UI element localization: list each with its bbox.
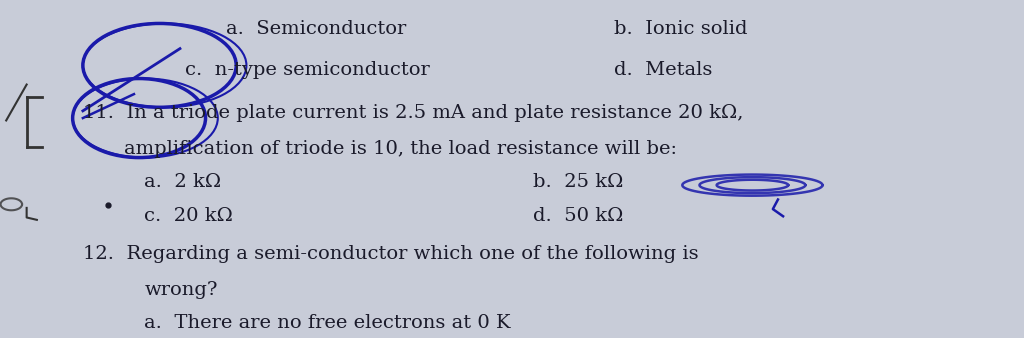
Text: 12.  Regarding a semi-conductor which one of the following is: 12. Regarding a semi-conductor which one… [83,245,698,263]
Text: d.  50 kΩ: d. 50 kΩ [532,207,623,225]
Text: b.  Ionic solid: b. Ionic solid [614,20,748,38]
Text: c.  20 kΩ: c. 20 kΩ [144,207,233,225]
Text: d.  Metals: d. Metals [614,61,713,78]
Text: 11.  In a triode plate current is 2.5 mA and plate resistance 20 kΩ,: 11. In a triode plate current is 2.5 mA … [83,104,743,122]
Text: a.  There are no free electrons at 0 K: a. There are no free electrons at 0 K [144,314,511,333]
Text: c.  n-type semiconductor: c. n-type semiconductor [185,61,430,78]
Text: amplification of triode is 10, the load resistance will be:: amplification of triode is 10, the load … [124,140,677,158]
Text: a.  2 kΩ: a. 2 kΩ [144,173,221,191]
Text: b.  25 kΩ: b. 25 kΩ [532,173,623,191]
Text: wrong?: wrong? [144,281,218,299]
Text: a.  Semiconductor: a. Semiconductor [226,20,407,38]
